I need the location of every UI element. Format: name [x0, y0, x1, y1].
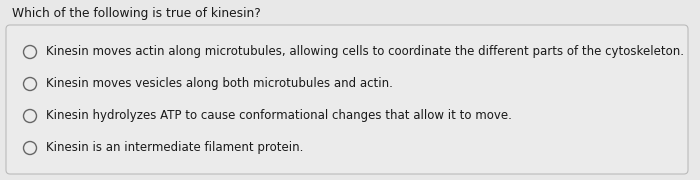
- Text: Kinesin hydrolyzes ATP to cause conformational changes that allow it to move.: Kinesin hydrolyzes ATP to cause conforma…: [46, 109, 512, 123]
- Text: Which of the following is true of kinesin?: Which of the following is true of kinesi…: [12, 6, 260, 19]
- FancyBboxPatch shape: [6, 25, 688, 174]
- Text: Kinesin is an intermediate filament protein.: Kinesin is an intermediate filament prot…: [46, 141, 303, 154]
- Text: Kinesin moves actin along microtubules, allowing cells to coordinate the differe: Kinesin moves actin along microtubules, …: [46, 46, 684, 58]
- Text: Kinesin moves vesicles along both microtubules and actin.: Kinesin moves vesicles along both microt…: [46, 78, 393, 91]
- Bar: [0, 0, 700, 25]
